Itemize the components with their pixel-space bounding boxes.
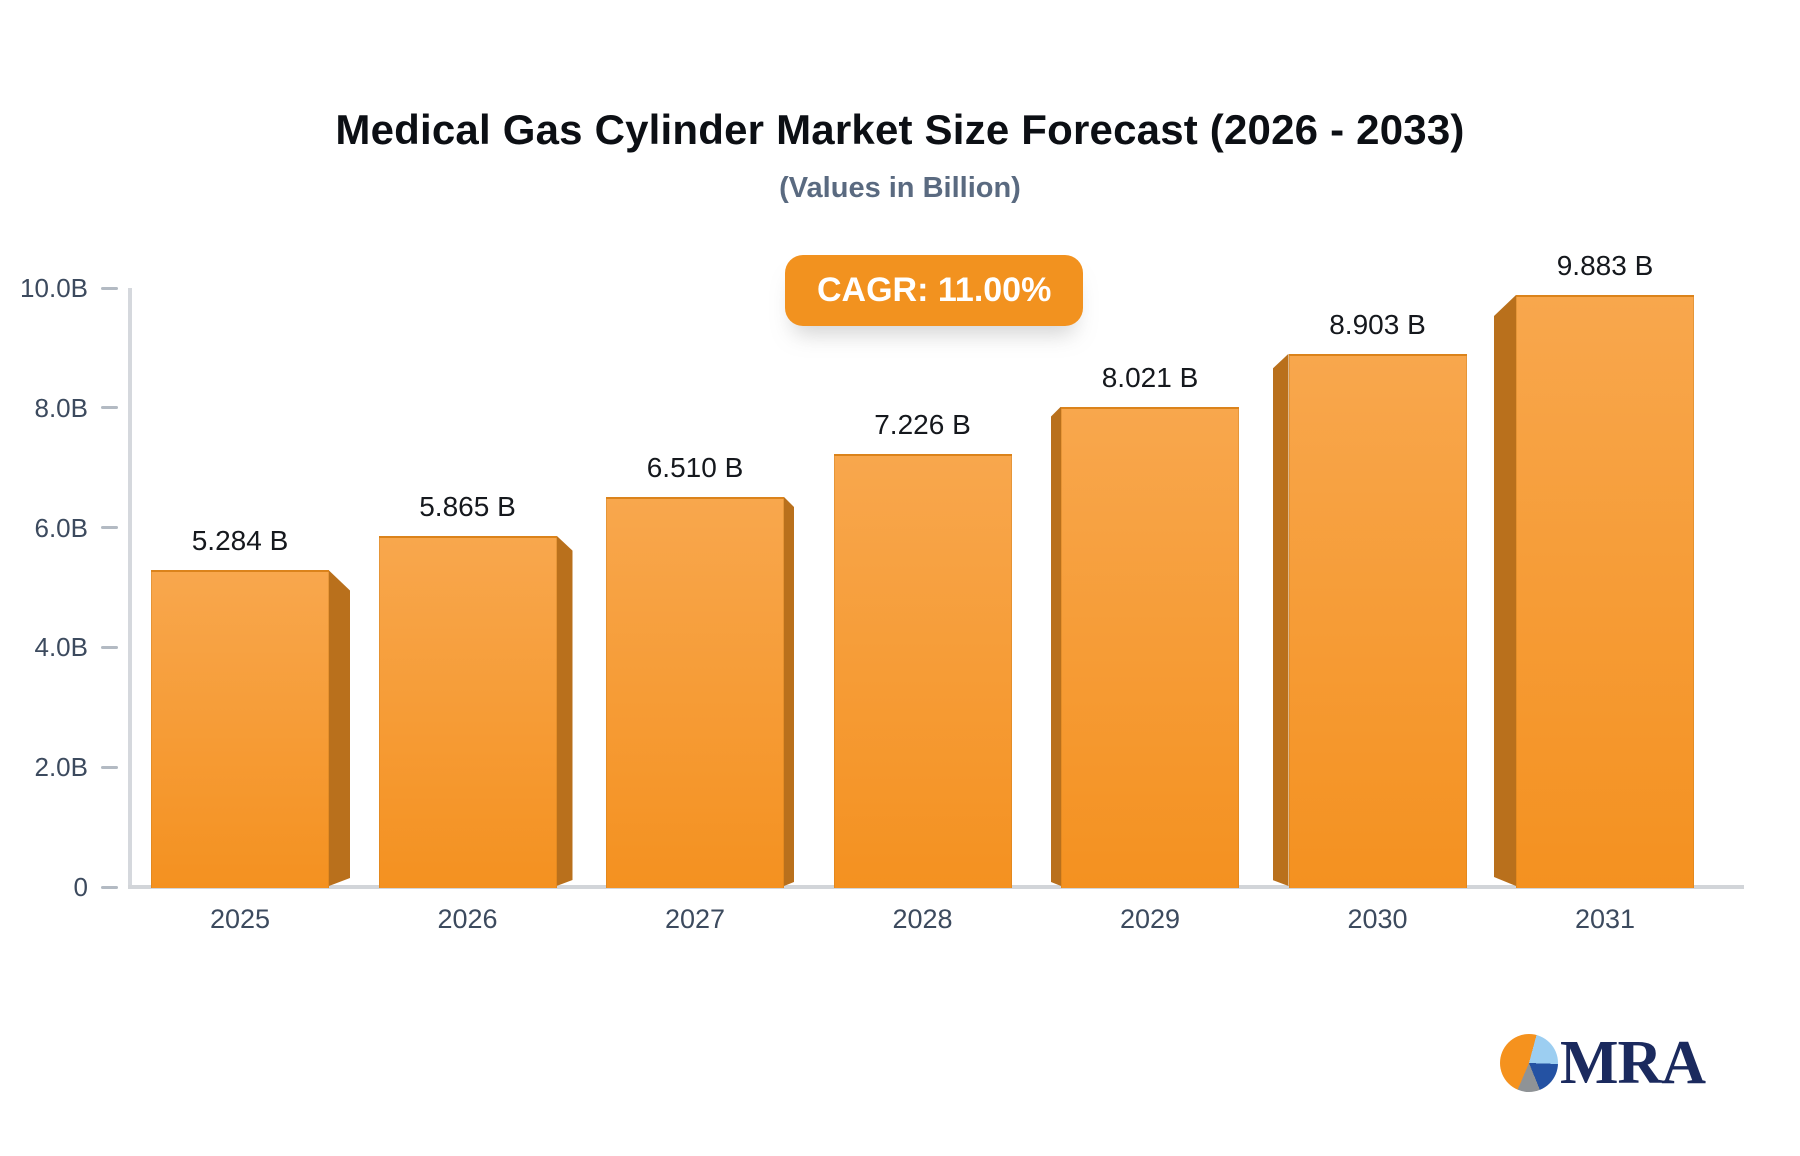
bar-side-face [1494, 295, 1516, 886]
x-axis-label: 2028 [892, 904, 953, 934]
y-axis-tick-label: 2.0B [34, 752, 89, 783]
x-axis-label: 2030 [1347, 904, 1408, 934]
y-axis-tick-label: 10.0B [20, 273, 88, 303]
bar-2027 [606, 497, 784, 888]
bar-2028 [833, 454, 1012, 888]
bar-value-label: 9.883 B [1556, 250, 1654, 281]
y-axis-tick [101, 286, 118, 290]
bar-2026 [378, 535, 557, 888]
bar-front-face [378, 535, 557, 888]
bar-value-label: 5.865 B [419, 490, 516, 522]
bar-front-face [1516, 295, 1694, 888]
bar-value-label: 7.226 B [874, 409, 971, 441]
pie-chart-logo-icon [1500, 1034, 1558, 1092]
y-axis-tick-label: 8.0B [34, 392, 89, 423]
bar-side-face [557, 536, 573, 886]
bar-2025 [151, 570, 329, 888]
x-axis-label: 2027 [664, 904, 726, 934]
bar-2031 [1516, 295, 1694, 888]
bar-value-label: 8.021 B [1101, 361, 1199, 393]
y-axis-tick [101, 885, 118, 889]
y-axis-tick-label: 0 [73, 872, 88, 902]
brand-logo: MRA [1500, 1029, 1706, 1097]
bar-front-face [833, 454, 1012, 888]
y-axis-tick [101, 765, 118, 769]
bar-value-label: 8.903 B [1329, 308, 1426, 340]
bar-front-face [1288, 353, 1467, 888]
brand-logo-text: MRA [1560, 1029, 1706, 1097]
bar-value-label: 5.284 B [191, 525, 289, 557]
y-axis-tick [101, 645, 118, 649]
bar-front-face [151, 570, 329, 888]
cagr-badge: CAGR: 11.00% [785, 255, 1084, 326]
y-axis-tick [101, 406, 118, 410]
bar-2029 [1061, 406, 1239, 888]
bar-side-face [1273, 354, 1289, 886]
bar-front-face [606, 497, 784, 888]
y-axis-tick [101, 526, 118, 530]
cagr-badge-label: CAGR: 11.00% [817, 271, 1052, 309]
bar-value-label: 6.510 B [646, 452, 744, 484]
bar-2030 [1288, 353, 1467, 888]
x-axis-label: 2031 [1574, 904, 1636, 934]
bar-side-face [329, 570, 350, 886]
y-axis-tick-label: 6.0B [34, 512, 89, 543]
y-axis-tick-label: 4.0B [34, 632, 89, 663]
y-axis-line [128, 288, 132, 887]
bar-front-face [1061, 406, 1239, 888]
x-axis-label: 2029 [1119, 904, 1181, 934]
bar-side-face [784, 497, 794, 886]
bar-side-face [1051, 407, 1061, 886]
x-axis-label: 2025 [209, 904, 271, 934]
x-axis-label: 2026 [437, 904, 498, 934]
chart-title: Medical Gas Cylinder Market Size Forecas… [335, 106, 1465, 153]
chart-subtitle: (Values in Billion) [779, 172, 1021, 204]
